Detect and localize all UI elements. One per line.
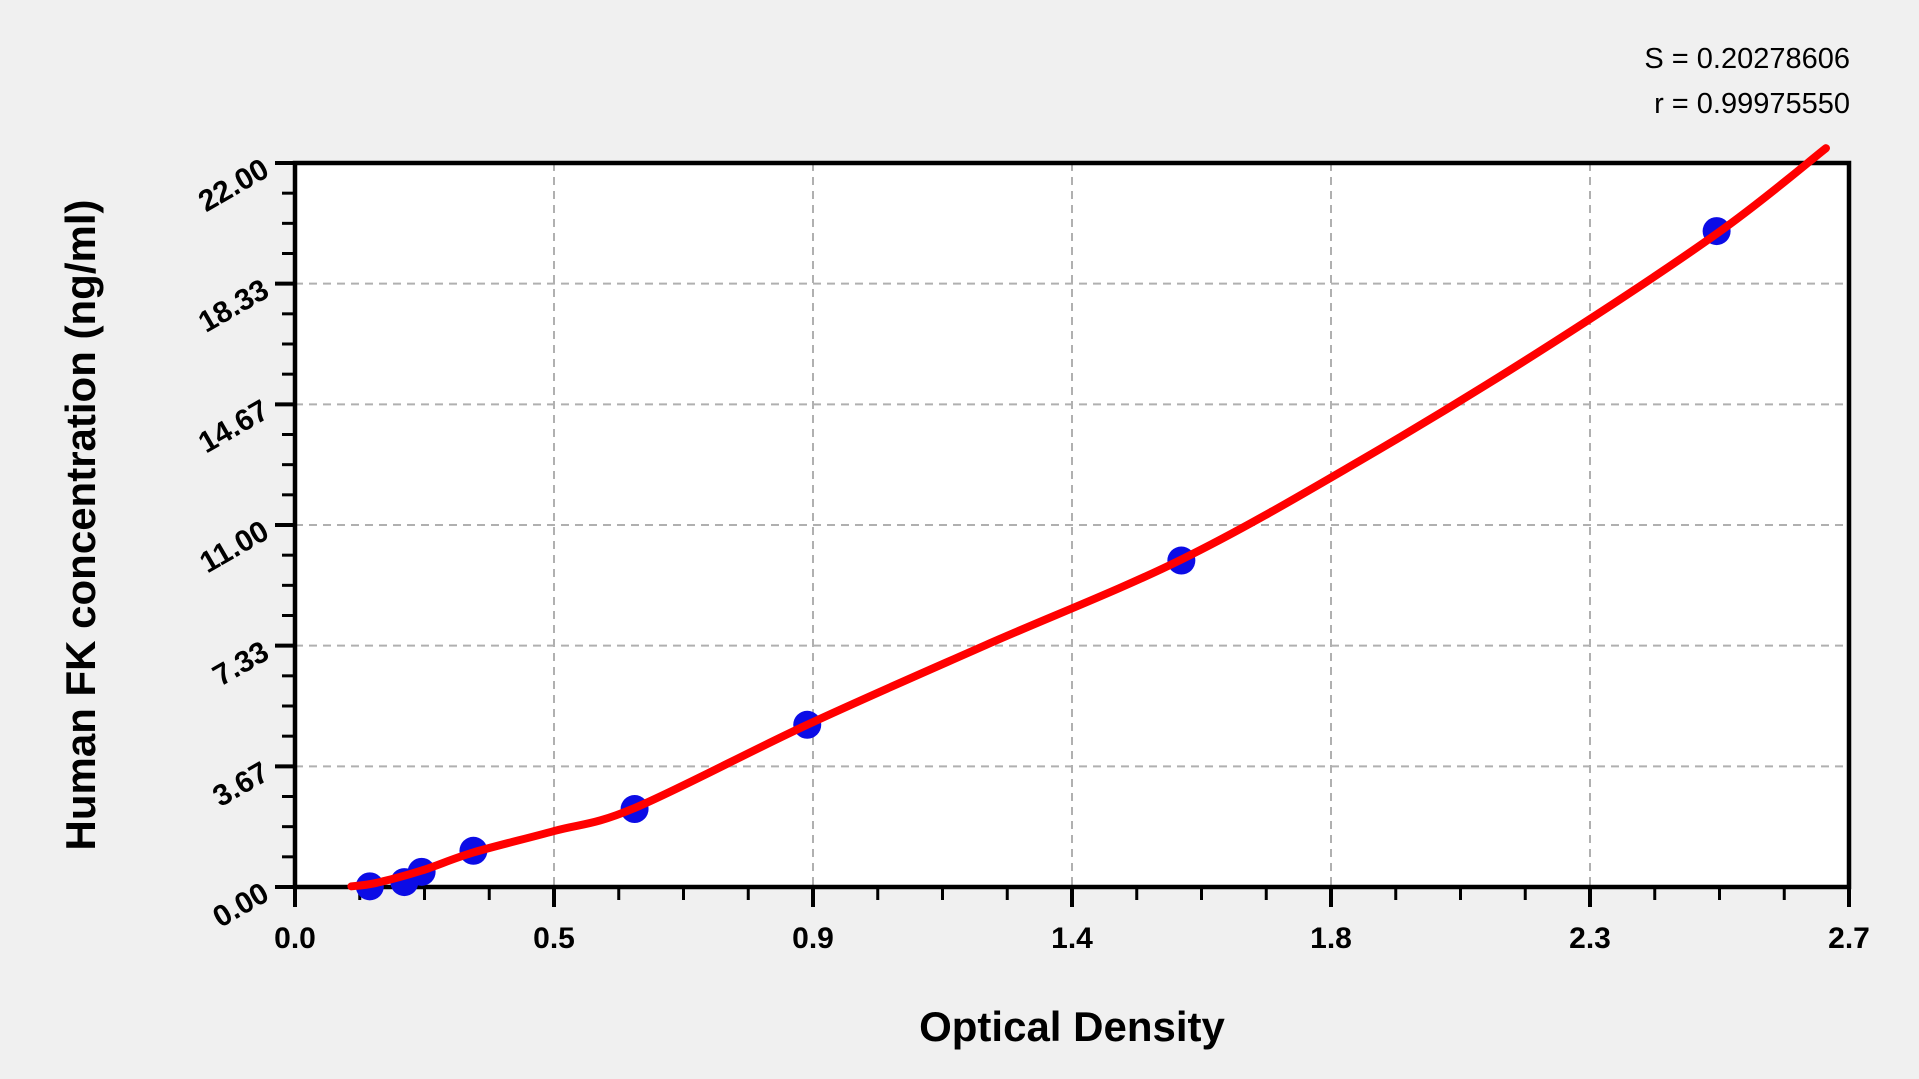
- gridlines: [295, 163, 1849, 887]
- x-tick-label: 1.4: [1051, 922, 1093, 955]
- fitted-curve-layer: [347, 144, 1830, 891]
- y-tick-label: 18.33: [193, 273, 275, 339]
- fitted-curve: [347, 144, 1830, 891]
- y-tick-label: 3.67: [207, 756, 274, 814]
- x-tick-label: 2.3: [1569, 922, 1611, 955]
- x-tick-label: 0.5: [533, 922, 575, 955]
- x-tick-label: 1.8: [1310, 922, 1352, 955]
- y-axis-title: Human FK concentration (ng/ml): [57, 200, 104, 851]
- x-tick-label: 2.7: [1828, 922, 1870, 955]
- y-tick-label: 14.67: [193, 394, 275, 460]
- x-tick-label: 0.0: [274, 922, 316, 955]
- axis-ticks: [275, 161, 1851, 907]
- stat-correlation: r = 0.99975550: [1654, 88, 1850, 120]
- y-tick-label: 22.00: [193, 152, 275, 218]
- y-tick-label: 7.33: [207, 635, 274, 693]
- stat-standard-error: S = 0.20278606: [1644, 43, 1850, 75]
- y-tick-label: 11.00: [194, 514, 274, 579]
- x-tick-label: 0.9: [792, 922, 834, 955]
- x-axis-title: Optical Density: [919, 1003, 1225, 1050]
- y-tick-label: 0.00: [207, 876, 274, 934]
